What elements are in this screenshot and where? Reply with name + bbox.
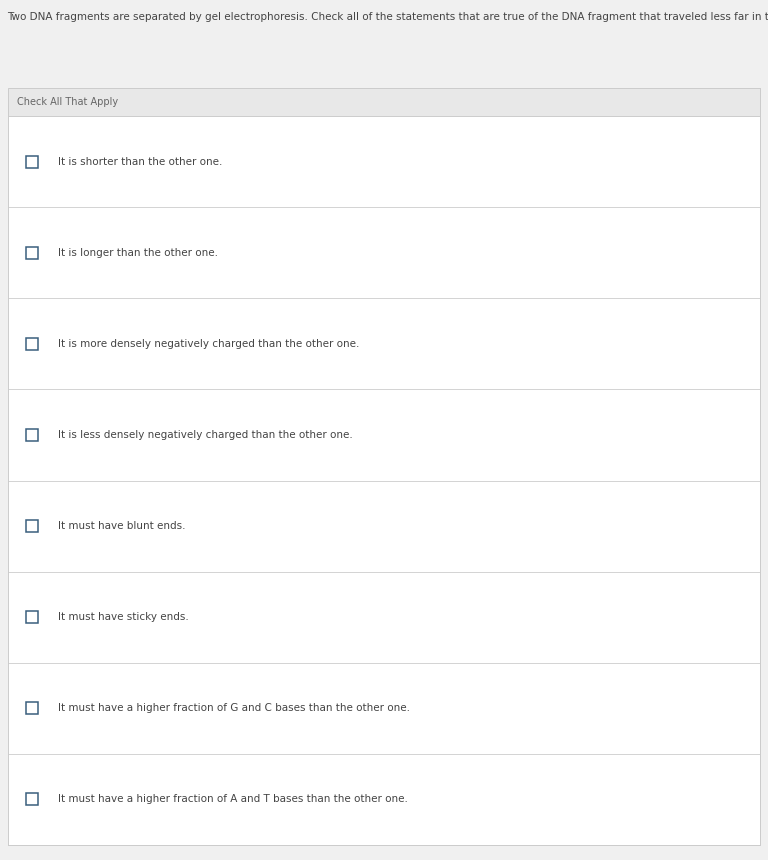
- FancyBboxPatch shape: [26, 156, 38, 168]
- FancyBboxPatch shape: [8, 663, 760, 754]
- Text: It is shorter than the other one.: It is shorter than the other one.: [58, 157, 223, 167]
- Text: Two DNA fragments are separated by gel electrophoresis. Check all of the stateme: Two DNA fragments are separated by gel e…: [7, 12, 768, 22]
- FancyBboxPatch shape: [8, 298, 760, 390]
- FancyBboxPatch shape: [8, 754, 760, 845]
- Text: It must have blunt ends.: It must have blunt ends.: [58, 521, 186, 531]
- FancyBboxPatch shape: [8, 390, 760, 481]
- FancyBboxPatch shape: [8, 572, 760, 663]
- FancyBboxPatch shape: [26, 520, 38, 532]
- Text: It must have a higher fraction of A and T bases than the other one.: It must have a higher fraction of A and …: [58, 795, 408, 804]
- Text: Check All That Apply: Check All That Apply: [17, 97, 118, 107]
- FancyBboxPatch shape: [8, 116, 760, 207]
- FancyBboxPatch shape: [26, 338, 38, 350]
- FancyBboxPatch shape: [26, 611, 38, 623]
- Text: It must have sticky ends.: It must have sticky ends.: [58, 612, 189, 622]
- Text: It is more densely negatively charged than the other one.: It is more densely negatively charged th…: [58, 339, 359, 349]
- FancyBboxPatch shape: [8, 88, 760, 116]
- FancyBboxPatch shape: [26, 247, 38, 259]
- FancyBboxPatch shape: [8, 88, 760, 845]
- FancyBboxPatch shape: [26, 703, 38, 715]
- FancyBboxPatch shape: [8, 481, 760, 572]
- FancyBboxPatch shape: [8, 207, 760, 298]
- FancyBboxPatch shape: [26, 429, 38, 441]
- FancyBboxPatch shape: [26, 794, 38, 806]
- Text: It is less densely negatively charged than the other one.: It is less densely negatively charged th…: [58, 430, 353, 440]
- Text: It is longer than the other one.: It is longer than the other one.: [58, 248, 218, 258]
- Text: It must have a higher fraction of G and C bases than the other one.: It must have a higher fraction of G and …: [58, 703, 410, 713]
